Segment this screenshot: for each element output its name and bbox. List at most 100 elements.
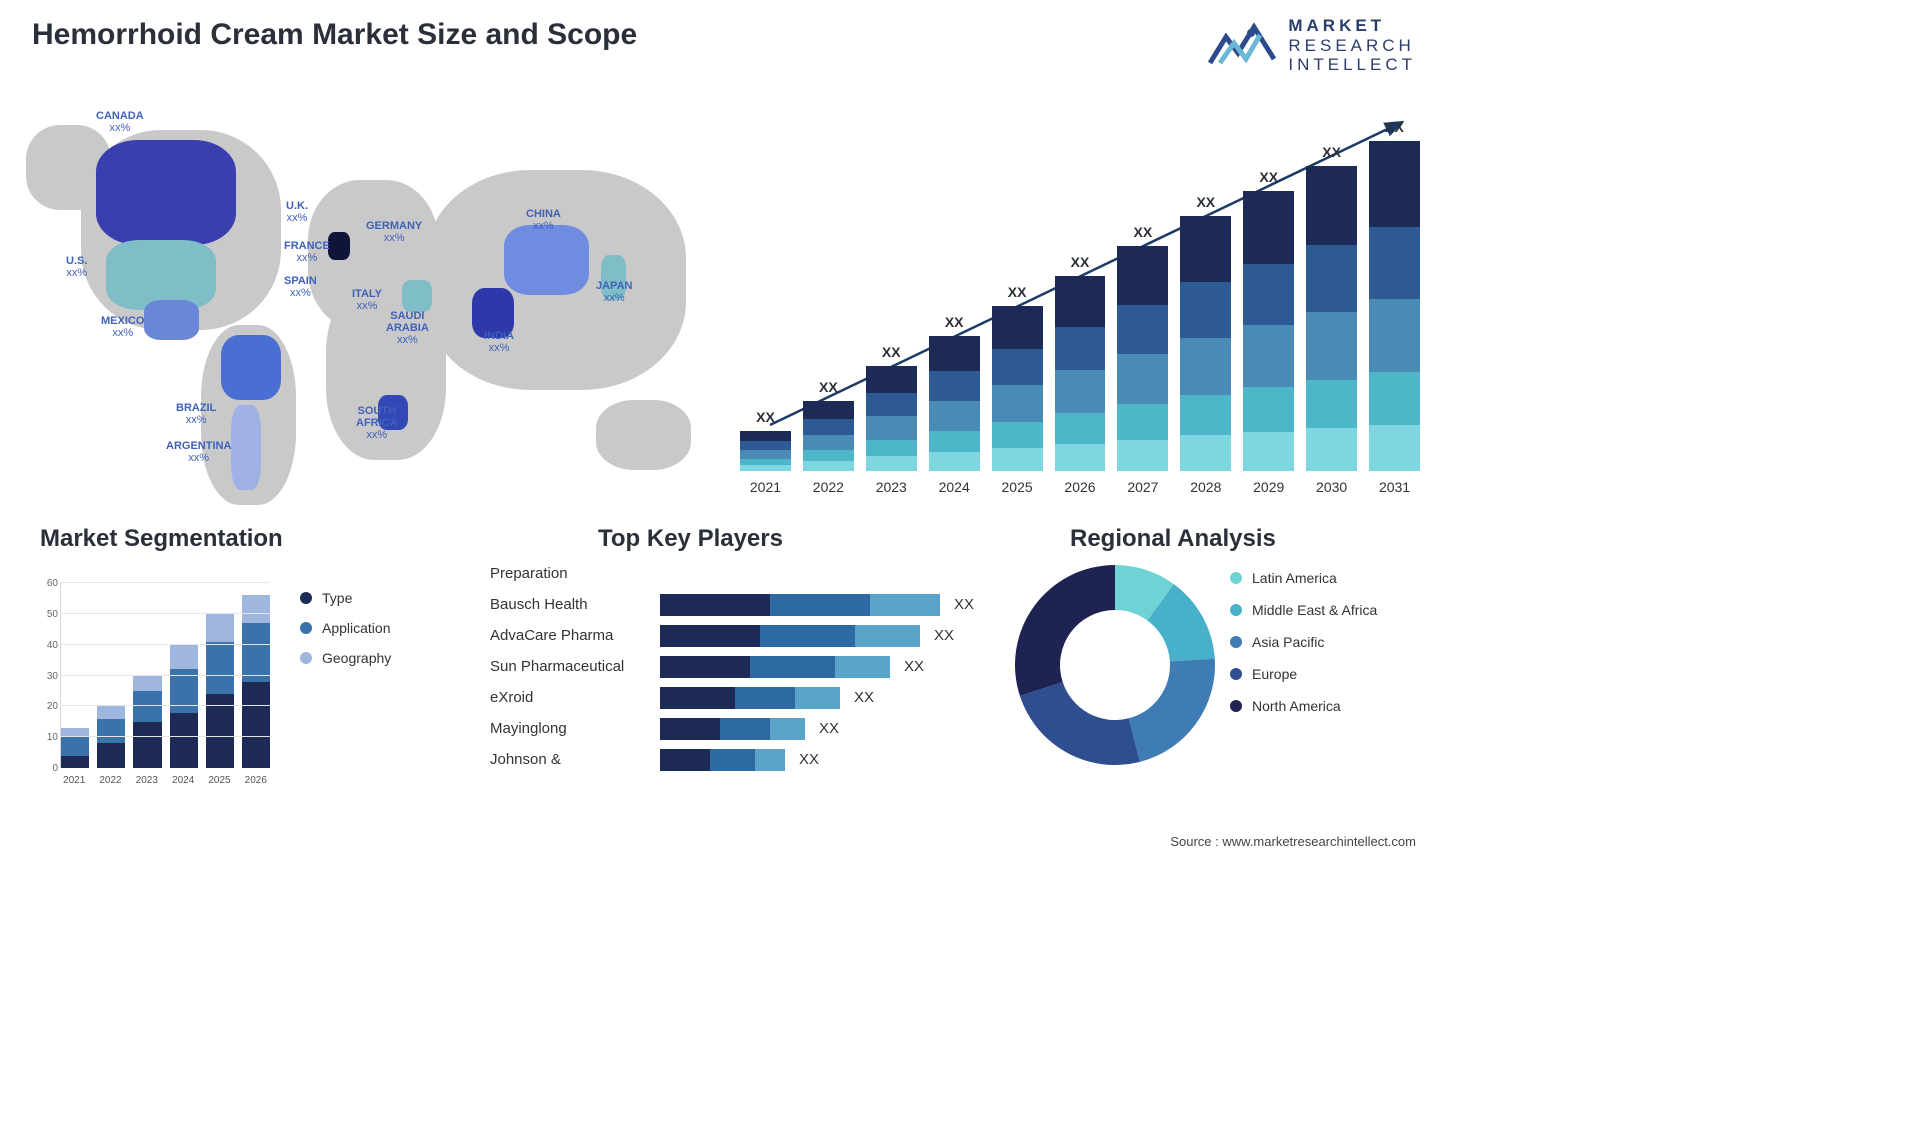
key-player-bar-segment	[855, 625, 920, 647]
regional-legend: Latin AmericaMiddle East & AfricaAsia Pa…	[1230, 570, 1377, 730]
map-label: U.K.xx%	[286, 200, 308, 224]
map-label: MEXICOxx%	[101, 315, 144, 339]
growth-bar-segment	[1306, 166, 1357, 245]
key-player-bar-segment	[660, 656, 750, 678]
key-player-label: eXroid	[490, 689, 660, 706]
growth-bar-value: XX	[1243, 169, 1294, 185]
growth-bar-segment	[1180, 338, 1231, 394]
key-player-row: Sun Pharmaceutical XX	[490, 651, 980, 682]
map-label: JAPANxx%	[596, 280, 632, 304]
map-label: BRAZILxx%	[176, 402, 216, 426]
key-player-bar	[660, 656, 890, 678]
growth-axis-label: 2030	[1306, 479, 1357, 495]
growth-bar: XX	[866, 366, 917, 471]
growth-bar-value: XX	[803, 379, 854, 395]
seg-gridline	[60, 644, 270, 645]
seg-bar-segment	[242, 623, 270, 682]
world-map-panel: CANADAxx%U.S.xx%MEXICOxx%BRAZILxx%ARGENT…	[26, 100, 716, 515]
regional-donut-chart	[1010, 560, 1220, 770]
seg-gridline	[60, 705, 270, 706]
key-player-bar-segment	[720, 718, 770, 740]
key-player-label: Sun Pharmaceutical	[490, 658, 660, 675]
seg-bar	[206, 614, 234, 768]
segmentation-legend: Type Application Geography	[300, 590, 391, 680]
key-player-row: Bausch HealthXX	[490, 589, 980, 620]
seg-legend-item: Type	[300, 590, 391, 606]
growth-bar-chart: XXXXXXXXXXXXXXXXXXXXXX 20212022202320242…	[740, 105, 1420, 495]
regional-legend-item: Asia Pacific	[1230, 634, 1377, 650]
growth-bar-segment	[929, 452, 980, 471]
seg-bar-segment	[133, 676, 161, 691]
seg-bar	[170, 645, 198, 768]
growth-bar-segment	[1180, 282, 1231, 338]
growth-bar-segment	[1369, 141, 1420, 227]
legend-dot-icon	[1230, 636, 1242, 648]
growth-bar-segment	[1306, 380, 1357, 429]
key-player-bar	[660, 749, 785, 771]
growth-bar-value: XX	[1055, 254, 1106, 270]
key-player-bar-segment	[755, 749, 785, 771]
seg-axis-label: 2025	[205, 775, 233, 786]
map-label: ARGENTINAxx%	[166, 440, 231, 464]
growth-bar: XX	[1055, 276, 1106, 471]
segmentation-chart: 202120222023202420252026 0102030405060	[30, 560, 280, 790]
seg-axis-label: 2026	[242, 775, 270, 786]
key-player-value: XX	[819, 720, 839, 737]
key-player-bar-segment	[660, 718, 720, 740]
legend-label: Europe	[1252, 666, 1297, 682]
key-player-row: AdvaCare PharmaXX	[490, 620, 980, 651]
page-title: Hemorrhoid Cream Market Size and Scope	[32, 18, 637, 52]
map-country-highlight	[402, 280, 432, 312]
key-player-row: eXroidXX	[490, 682, 980, 713]
growth-bar-segment	[866, 440, 917, 457]
growth-bar-value: XX	[992, 284, 1043, 300]
key-player-label: Mayinglong	[490, 720, 660, 737]
growth-bar-segment	[1306, 312, 1357, 379]
growth-bar-segment	[803, 419, 854, 434]
donut-segment	[1015, 565, 1115, 696]
seg-bar-segment	[206, 642, 234, 694]
key-player-bar	[660, 625, 920, 647]
growth-bar-segment	[803, 461, 854, 471]
growth-bar-segment	[1055, 444, 1106, 471]
logo-text: MARKET RESEARCH INTELLECT	[1288, 16, 1416, 75]
key-player-bar-segment	[735, 687, 795, 709]
growth-bar-segment	[866, 393, 917, 416]
growth-bar-segment	[740, 441, 791, 450]
growth-bar-value: XX	[1117, 224, 1168, 240]
seg-ytick: 0	[36, 763, 58, 774]
growth-bar-segment	[1369, 372, 1420, 425]
seg-bar	[133, 676, 161, 768]
key-player-value: XX	[904, 658, 924, 675]
growth-bar-segment	[1180, 435, 1231, 471]
donut-segment	[1129, 659, 1215, 762]
seg-bar-segment	[242, 682, 270, 768]
growth-bar-segment	[929, 431, 980, 453]
growth-axis-label: 2024	[929, 479, 980, 495]
map-label: CANADAxx%	[96, 110, 144, 134]
key-player-label: Johnson &	[490, 751, 660, 768]
seg-axis-label: 2022	[96, 775, 124, 786]
growth-bar-segment	[1369, 299, 1420, 372]
key-player-bar-segment	[710, 749, 755, 771]
seg-bar-segment	[61, 756, 89, 768]
seg-legend-item: Application	[300, 620, 391, 636]
growth-bar-segment	[1243, 387, 1294, 432]
key-player-bar-segment	[660, 749, 710, 771]
growth-bar-segment	[1055, 413, 1106, 444]
growth-bar-segment	[992, 306, 1043, 349]
seg-ytick: 30	[36, 671, 58, 682]
growth-bar-segment	[1180, 395, 1231, 436]
seg-gridline	[60, 582, 270, 583]
legend-label: Geography	[322, 650, 391, 666]
key-players-title: Top Key Players	[598, 525, 783, 553]
legend-label: Middle East & Africa	[1252, 602, 1377, 618]
growth-bar-segment	[1180, 216, 1231, 282]
key-player-bar	[660, 718, 805, 740]
growth-bar: XX	[992, 306, 1043, 471]
growth-bar-segment	[803, 435, 854, 450]
key-player-bar-segment	[660, 594, 770, 616]
seg-bar-segment	[97, 719, 125, 744]
growth-bar-segment	[1369, 425, 1420, 471]
regional-legend-item: North America	[1230, 698, 1377, 714]
